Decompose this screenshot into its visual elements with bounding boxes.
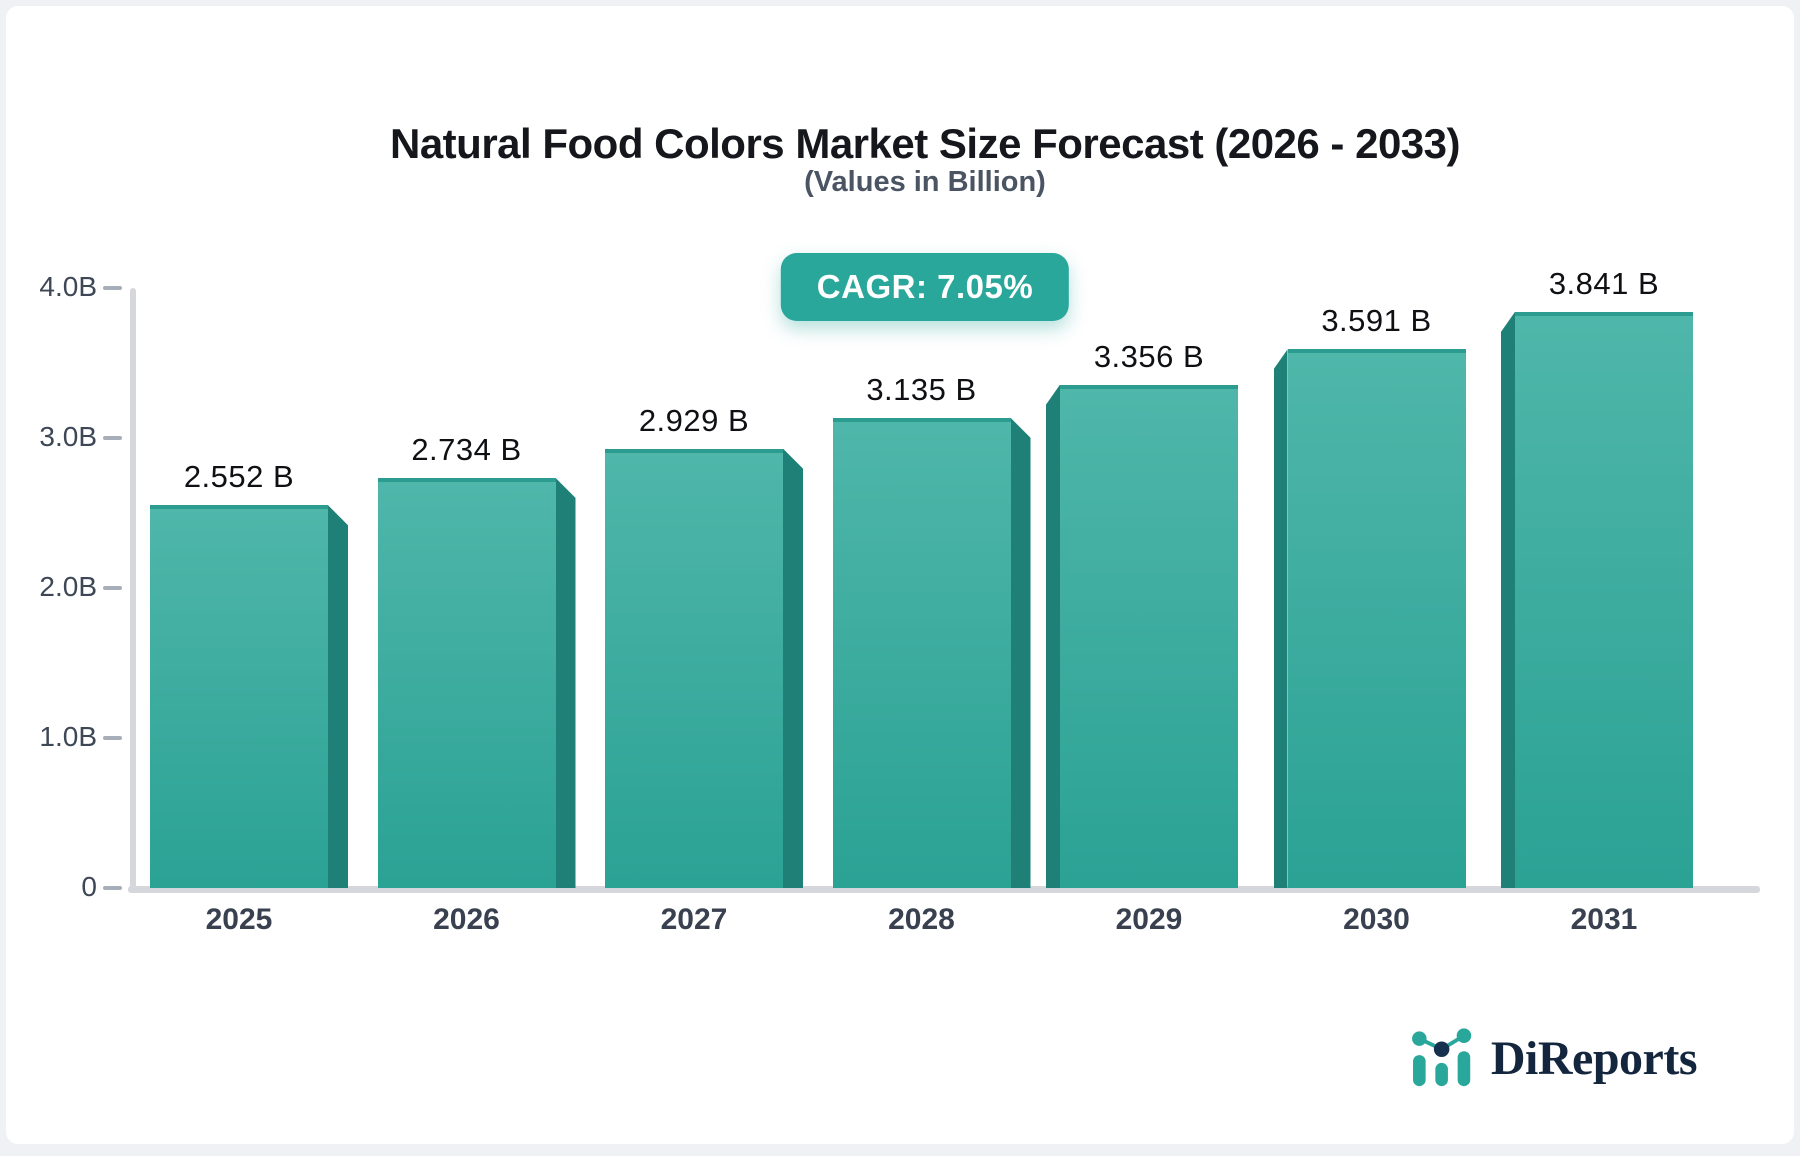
bar-2031: [1501, 311, 1693, 888]
bar-face: [1515, 311, 1693, 888]
x-axis-label: 2031: [1570, 903, 1638, 936]
y-axis-tick-label: 3.0B: [39, 421, 97, 452]
bar-value-label: 2.734 B: [411, 431, 522, 467]
y-axis-tick-label: 1.0B: [39, 721, 97, 752]
bar-face: [832, 417, 1011, 888]
y-axis-line: [130, 288, 136, 890]
bar-2026: [377, 477, 576, 888]
x-axis-label: 2028: [888, 903, 955, 936]
cagr-badge: CAGR: 7.05%: [780, 253, 1070, 321]
bar-side-face: [1010, 417, 1031, 888]
cagr-badge-label: CAGR: 7.05%: [816, 268, 1034, 305]
logo-text: DiReports: [1490, 1031, 1698, 1085]
bar-face: [150, 505, 328, 888]
bar-2030: [1273, 349, 1466, 888]
x-axis-label: 2026: [433, 903, 500, 936]
bar-value-label: 3.356 B: [1093, 338, 1205, 374]
bar-value-label: 3.591 B: [1321, 303, 1432, 339]
x-axis-label: 2027: [660, 903, 728, 936]
x-axis-baseline: [128, 886, 1760, 893]
y-axis-tick-mark: [103, 586, 122, 590]
bar-face: [377, 477, 556, 888]
bar-side-face: [555, 477, 576, 888]
bar-2029: [1046, 384, 1238, 888]
bar-side-face: [1046, 384, 1060, 888]
bar-side-face: [783, 448, 803, 888]
bar-face: [605, 448, 783, 888]
bar-face: [1060, 384, 1238, 888]
logo-icon: [1411, 1028, 1472, 1087]
x-axis-label: 2030: [1343, 903, 1410, 936]
bar-value-label: 2.552 B: [183, 459, 295, 495]
bar-value-label: 3.135 B: [866, 371, 977, 407]
bar-side-face: [1273, 349, 1288, 888]
y-axis-tick-mark: [103, 736, 122, 740]
y-axis-tick-mark: [103, 886, 122, 890]
logo: DiReports: [1409, 1026, 1698, 1090]
bar-side-face: [1501, 311, 1515, 888]
bar-value-label: 3.841 B: [1548, 265, 1660, 301]
chart-title: Natural Food Colors Market Size Forecast…: [389, 120, 1461, 168]
y-axis-tick-label: 2.0B: [39, 571, 97, 602]
y-axis-tick-mark: [103, 286, 122, 290]
y-axis-tick-mark: [103, 436, 122, 440]
y-axis-tick-label: 0: [81, 871, 97, 902]
bar-face: [1287, 349, 1466, 888]
bar-2028: [832, 417, 1031, 888]
bar-side-face: [328, 505, 348, 888]
bar-2025: [150, 505, 348, 888]
chart-subtitle: (Values in Billion): [804, 166, 1046, 198]
x-axis-label: 2029: [1115, 903, 1183, 936]
bar-value-label: 2.929 B: [638, 402, 750, 438]
x-axis-label: 2025: [205, 903, 273, 936]
bar-2027: [605, 448, 803, 888]
y-axis-tick-label: 4.0B: [39, 271, 97, 302]
